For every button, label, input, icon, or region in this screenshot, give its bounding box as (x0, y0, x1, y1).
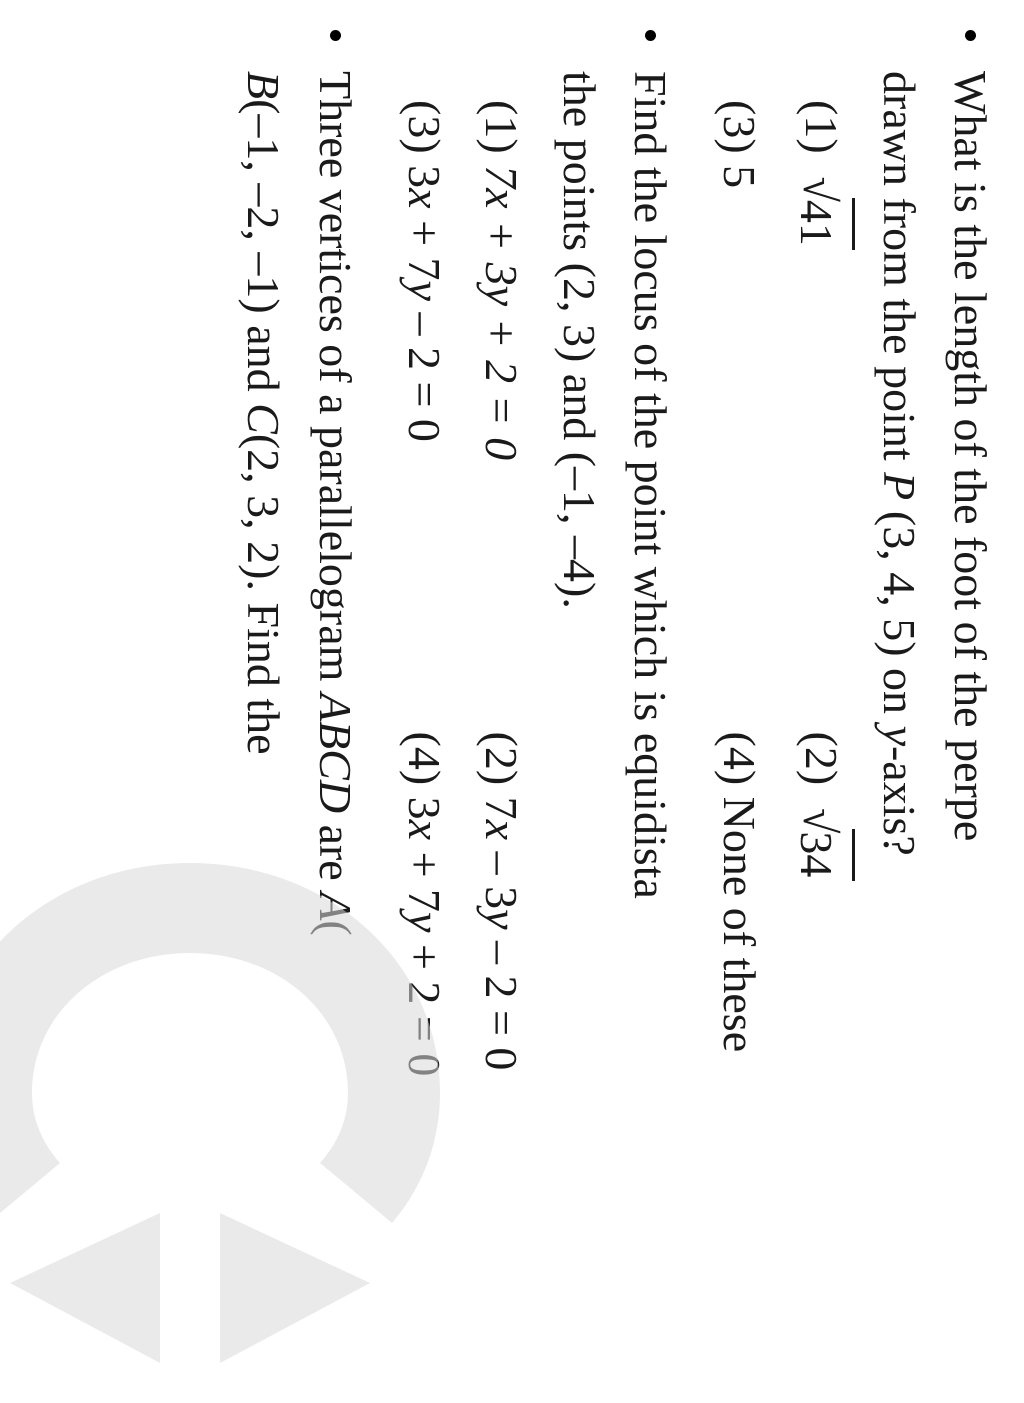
q2-opt4: (4) 3x + 7y + 2 = 0 (389, 732, 460, 1284)
q3-line2d: (2, 3, 2). Find the (238, 434, 289, 755)
q2-opt3-n: (3) (399, 100, 450, 165)
q1-coords: (3, 4, 5) on (874, 511, 925, 726)
q1-opt1-rad: 41 (781, 198, 855, 250)
q2-opt1-n: (1) (476, 100, 527, 165)
q2-opt4-n: (4) (399, 732, 450, 797)
question-1-text: What is the length of the foot of the pe… (863, 71, 1006, 1283)
question-1-options: (1) √41 (2) √34 (3) 5 (4) None of these (704, 100, 858, 1283)
q2-opt2-eq: 7x – 3y – 2 = 0 (476, 797, 527, 1071)
question-3-text: Three vertices of a parallelogram ABCD a… (228, 71, 371, 1283)
q3-C: C (238, 403, 289, 434)
q3-abcd: ABCD (310, 693, 361, 825)
q2-opt4-eq: 3x + 7y + 2 = 0 (399, 797, 450, 1077)
q1-P: P (874, 472, 925, 511)
q2-opt1-eq: 7x + 3y + 2 = 0 (476, 165, 527, 460)
q3-line1a: Three vertices of a parallelogram (310, 71, 361, 693)
q2-line1: Find the locus of the point which is equ… (625, 71, 676, 899)
question-2: Find the locus of the point which is equ… (543, 30, 686, 1283)
q1-line2a: drawn from the point (874, 71, 925, 472)
q2-opt3: (3) 3x + 7y – 2 = 0 (389, 100, 460, 652)
q1-opt2: (2) √34 (781, 732, 857, 1284)
q2-opt2: (2) 7x – 3y – 2 = 0 (466, 732, 537, 1284)
q1-y: y (874, 726, 925, 746)
q2-opt3-eq: 3x + 7y – 2 = 0 (399, 165, 450, 442)
q2-opt1: (1) 7x + 3y + 2 = 0 (466, 100, 537, 652)
q2-line2: the points (2, 3) and (–1, –4). (554, 71, 605, 609)
q3-line1c: ( (310, 920, 361, 935)
q3-A: A (310, 892, 361, 920)
question-1: What is the length of the foot of the pe… (863, 30, 1006, 1283)
sqrt-icon: √34 (781, 808, 855, 881)
q3-line1b: are (310, 825, 361, 893)
sqrt-icon: √41 (781, 177, 855, 250)
question-3: Three vertices of a parallelogram ABCD a… (228, 30, 371, 1283)
q3-B: B (238, 71, 289, 99)
q1-line2b: -axis? (874, 746, 925, 856)
q1-opt2-rad: 34 (781, 829, 855, 881)
bullet-icon (965, 30, 976, 41)
question-2-text: Find the locus of the point which is equ… (543, 71, 686, 1283)
q1-opt2-num: (2) (796, 732, 847, 786)
q1-opt4: (4) None of these (704, 732, 775, 1284)
q1-opt1-num: (1) (796, 100, 847, 154)
q1-opt3: (3) 5 (704, 100, 775, 652)
q1-opt1: (1) √41 (781, 100, 857, 652)
bullet-icon (330, 30, 341, 41)
q1-line1: What is the length of the foot of the pe… (945, 71, 996, 841)
question-2-options: (1) 7x + 3y + 2 = 0 (2) 7x – 3y – 2 = 0 … (389, 100, 538, 1283)
q2-opt2-n: (2) (476, 732, 527, 797)
bullet-icon (645, 30, 656, 41)
q3-line2b: (–1, –2, –1) and (238, 99, 289, 403)
